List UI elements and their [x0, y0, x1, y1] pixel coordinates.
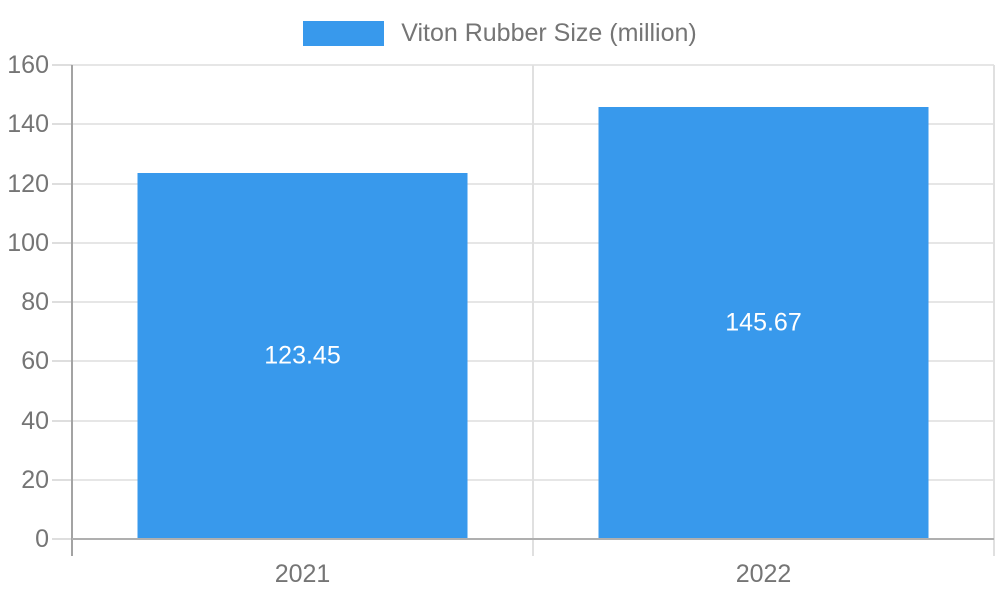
y-axis-tick-label: 100: [7, 228, 49, 257]
y-axis-tick-label: 120: [7, 169, 49, 198]
y-axis-tick-label: 80: [21, 288, 49, 316]
category-boundary-line: [532, 65, 534, 556]
bar-value-label: 123.45: [264, 341, 341, 370]
x-axis-line: [72, 538, 994, 540]
y-axis-tick: [52, 538, 72, 540]
x-axis-label-2021: 2021: [274, 560, 331, 588]
bar-2022[interactable]: 145.67: [598, 107, 929, 539]
bar-value-label: 145.67: [725, 308, 802, 337]
y-axis-tick-label: 140: [7, 110, 49, 139]
y-axis-tick-label: 0: [35, 525, 49, 553]
y-axis-tick: [52, 241, 72, 244]
chart-legend: Viton Rubber Size (million): [0, 19, 1000, 48]
y-axis-tick-label: 160: [7, 51, 49, 79]
y-axis-tick: [52, 478, 72, 481]
legend-item[interactable]: Viton Rubber Size (million): [303, 19, 697, 48]
legend-label: Viton Rubber Size (million): [401, 19, 697, 47]
y-axis-tick: [52, 182, 72, 185]
y-axis-tick: [52, 64, 72, 66]
y-axis-tick-label: 60: [21, 347, 49, 376]
plot-area: 0 20 40 60 80 100 120 140 160 123.45 2021 145.67 202…: [7, 51, 995, 588]
x-axis-label-2022: 2022: [735, 560, 792, 588]
legend-swatch-icon: [303, 21, 385, 46]
y-axis-tick: [52, 301, 72, 303]
y-axis-tick-label: 20: [21, 465, 49, 494]
y-axis-line: [71, 65, 73, 556]
category-boundary-line: [993, 65, 995, 556]
bar-2021[interactable]: 123.45: [137, 173, 468, 539]
y-axis-tick: [52, 123, 72, 126]
y-axis-tick: [52, 419, 72, 422]
y-axis-tick: [52, 360, 72, 363]
y-axis-tick-label: 40: [21, 406, 49, 435]
